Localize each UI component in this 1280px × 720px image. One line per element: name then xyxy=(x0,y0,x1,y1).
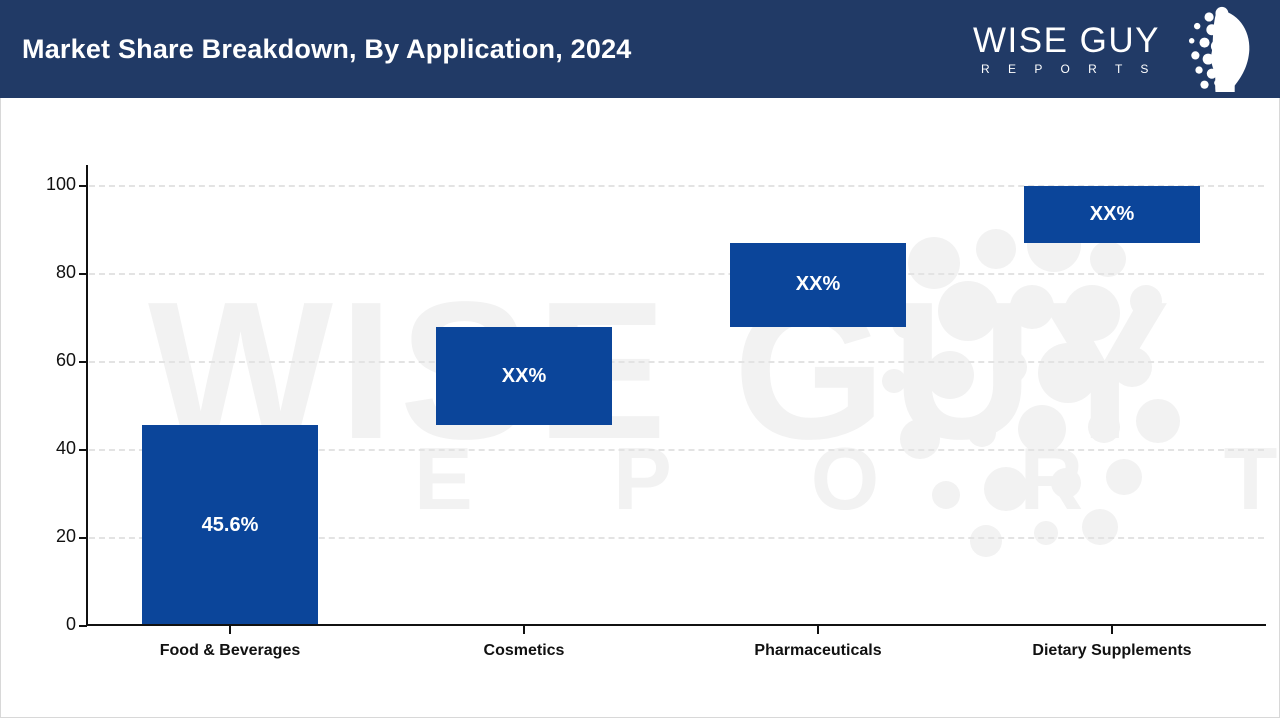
y-tick-mark-0 xyxy=(79,625,87,627)
gridline-20 xyxy=(89,537,1264,539)
logo-head-icon xyxy=(1188,6,1250,92)
x-tick-mark-pharmaceuticals xyxy=(817,626,819,634)
y-tick-mark-60 xyxy=(79,361,87,363)
gridline-80 xyxy=(89,273,1264,275)
x-tick-mark-food-beverages xyxy=(229,626,231,634)
x-axis-label-pharmaceuticals: Pharmaceuticals xyxy=(754,642,882,659)
y-tick-label-40: 40 xyxy=(55,438,76,458)
y-tick-mark-80 xyxy=(79,273,87,275)
x-axis-label-dietary-supplements: Dietary Supplements xyxy=(1032,642,1192,659)
bar-value-label: XX% xyxy=(501,364,547,387)
bar-food-beverages: 45.6% xyxy=(142,425,318,626)
x-axis-label-cosmetics: Cosmetics xyxy=(483,642,565,659)
x-tick-mark-cosmetics xyxy=(523,626,525,634)
logo-text: WISE GUY R E P O R T S xyxy=(973,23,1160,76)
y-tick-label-80: 80 xyxy=(55,262,76,282)
y-tick-label-100: 100 xyxy=(45,174,76,194)
gridline-40 xyxy=(89,449,1264,451)
y-tick-mark-40 xyxy=(79,449,87,451)
y-tick-mark-100 xyxy=(79,185,87,187)
bar-dietary-supplements: XX% xyxy=(1024,186,1200,244)
y-tick-label-20: 20 xyxy=(55,526,76,546)
y-tick-label-0: 0 xyxy=(65,614,76,634)
gridline-60 xyxy=(89,361,1264,363)
header-bar: Market Share Breakdown, By Application, … xyxy=(0,0,1280,98)
x-axis-line xyxy=(86,624,1266,626)
x-tick-mark-dietary-supplements xyxy=(1111,626,1113,634)
logo-reports-label: R E P O R T S xyxy=(981,61,1156,76)
bar-cosmetics: XX% xyxy=(436,326,612,426)
x-axis-label-food-beverages: Food & Beverages xyxy=(159,642,301,659)
bar-value-label: XX% xyxy=(795,273,841,296)
logo-wiseguy-label: WISE GUY xyxy=(972,20,1160,60)
bar-value-label: 45.6% xyxy=(201,514,259,537)
y-tick-mark-20 xyxy=(79,537,87,539)
bar-value-label: XX% xyxy=(1089,203,1135,226)
gridline-100 xyxy=(89,185,1264,187)
wiseguy-logo: WISE GUY R E P O R T S xyxy=(973,6,1256,92)
bar-pharmaceuticals: XX% xyxy=(730,243,906,327)
y-tick-label-60: 60 xyxy=(55,350,76,370)
page-title: Market Share Breakdown, By Application, … xyxy=(22,33,632,64)
y-axis-line xyxy=(86,165,88,626)
